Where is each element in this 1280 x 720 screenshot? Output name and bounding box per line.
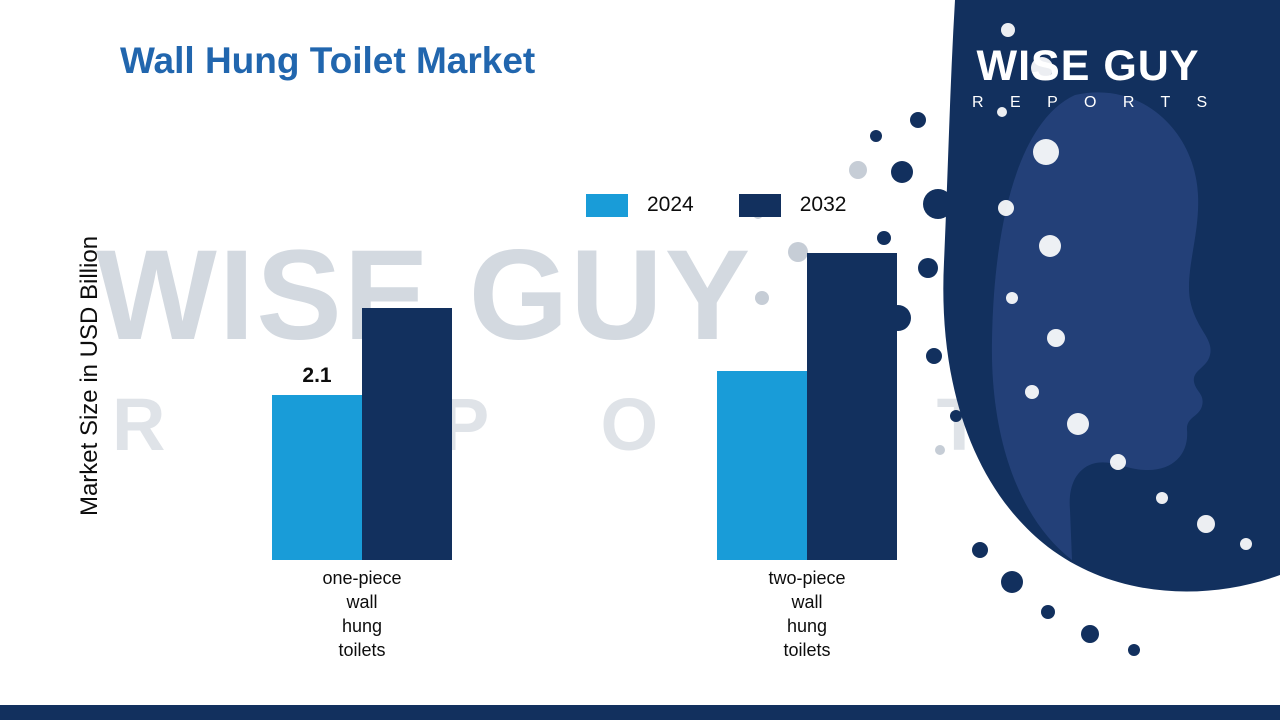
bar-group-one-piece-wall-hung-toilets: 2.1 [272, 308, 452, 560]
legend-swatch-2024 [586, 193, 628, 217]
bar-group-two-piece-wall-hung-toilets [717, 253, 897, 560]
legend-item-2032: 2032 [738, 193, 847, 217]
category-label-one-piece-wall-hung-toilets: one-piece wall hung toilets [262, 566, 462, 662]
page-title: Wall Hung Toilet Market [120, 40, 536, 81]
bottom-accent-bar [0, 705, 1280, 720]
category-label-two-piece-wall-hung-toilets: two-piece wall hung toilets [707, 566, 907, 662]
logo-wordmark: WISE GUY [976, 42, 1200, 90]
legend-label-2024: 2024 [647, 193, 694, 216]
legend-swatch-2032 [738, 193, 781, 217]
y-axis-label: Market Size in USD Billion [76, 235, 103, 517]
category-line: toilets [338, 640, 386, 660]
category-line: wall [346, 592, 378, 612]
wise-guy-reports-logo: WISE GUY R E P O R T S [966, 42, 1210, 112]
logo-subtitle: R E P O R T S [972, 94, 1219, 111]
chart-legend: 2024 2032 [586, 193, 846, 217]
bar-2024-one-piece-wall-hung-toilets: 2.1 [272, 364, 362, 560]
category-line: two-piece [768, 568, 846, 588]
category-line: wall [791, 592, 823, 612]
bar-value-label-2.1: 2.1 [302, 364, 332, 387]
bar-2032-one-piece-wall-hung-toilets [362, 308, 452, 560]
category-line: hung [341, 616, 383, 636]
bar-2024-two-piece-wall-hung-toilets [717, 371, 807, 560]
head-profile-graphic [991, 92, 1211, 561]
category-line: hung [786, 616, 828, 636]
bar-2032-two-piece-wall-hung-toilets [807, 253, 897, 560]
category-line: one-piece [322, 568, 402, 588]
legend-item-2024: 2024 [586, 193, 694, 217]
legend-label-2032: 2032 [799, 193, 847, 216]
category-line: toilets [783, 640, 831, 660]
